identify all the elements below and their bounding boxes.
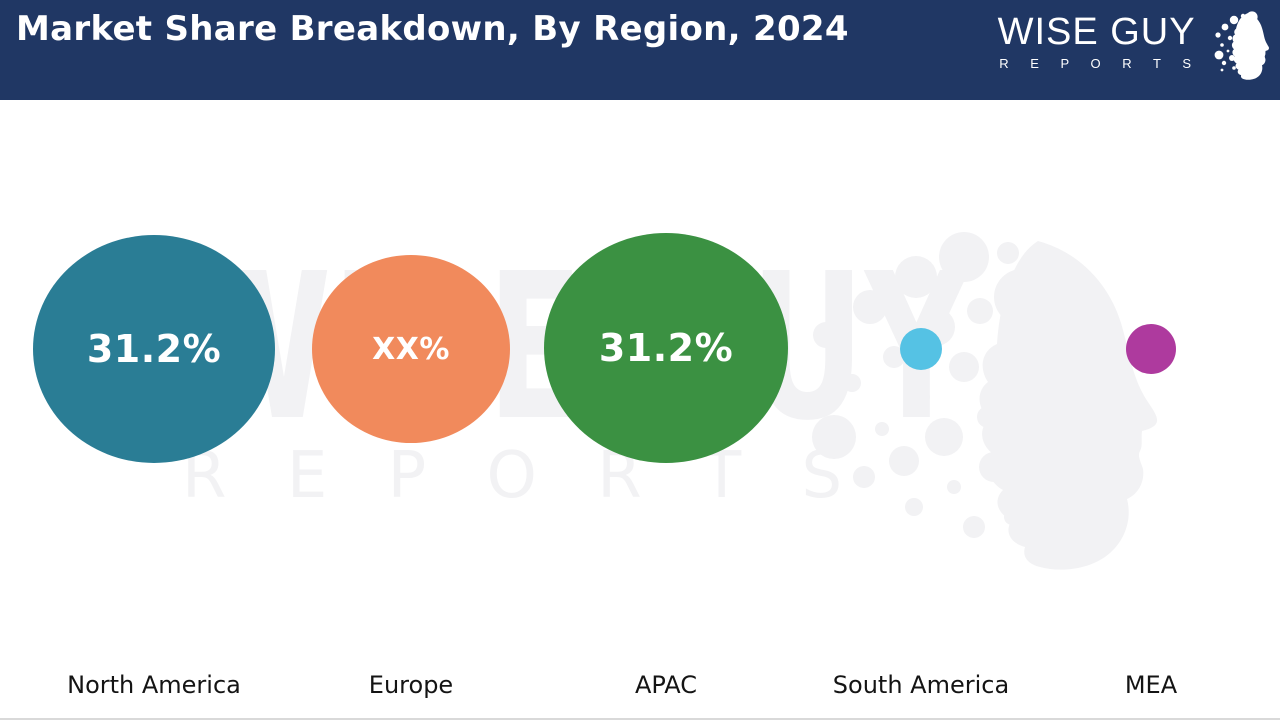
logo-subtitle: R E P O R T S: [999, 56, 1200, 71]
logo-wordmark: WISE GUY: [997, 11, 1196, 53]
category-label-europe: Europe: [368, 671, 454, 699]
bubble-europe: XX%: [312, 255, 510, 443]
bubble-north-america: 31.2%: [33, 235, 275, 463]
bubble-value-label: 31.2%: [86, 327, 222, 371]
header-bar: Market Share Breakdown, By Region, 2024 …: [0, 0, 1280, 100]
bubble-value-label: XX%: [372, 331, 450, 367]
category-label-mea: MEA: [1124, 671, 1178, 699]
category-label-apac: APAC: [634, 671, 698, 699]
bubble-mea: [1126, 324, 1176, 374]
category-label-north-america: North America: [67, 671, 241, 699]
bubble-apac: 31.2%: [544, 233, 788, 463]
wiseguy-logo: WISE GUY R E P O R T S: [993, 13, 1200, 71]
bottom-divider: [0, 718, 1280, 720]
page-title: Market Share Breakdown, By Region, 2024: [16, 9, 849, 49]
wiseguy-head-icon: [1214, 11, 1269, 80]
bubble-value-label: 31.2%: [598, 326, 734, 370]
category-label-south-america: South America: [832, 671, 1010, 699]
bubble-south-america: [900, 328, 942, 370]
